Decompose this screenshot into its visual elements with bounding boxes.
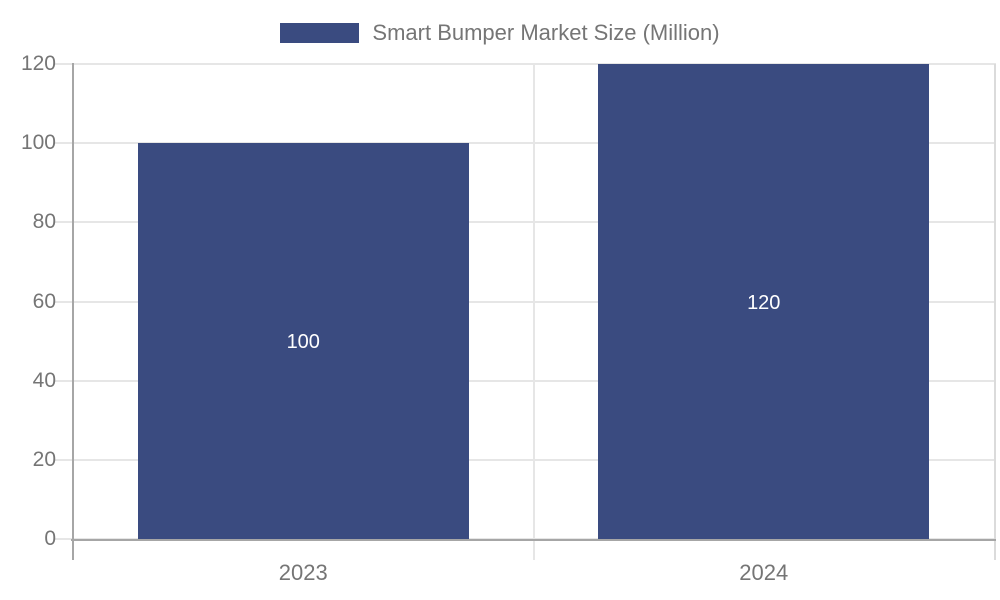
y-gridline bbox=[55, 63, 996, 65]
y-axis-tick-label: 120 bbox=[20, 52, 56, 75]
legend-swatch bbox=[280, 23, 360, 43]
x-axis-line bbox=[71, 539, 996, 541]
y-axis-tick-label: 40 bbox=[32, 368, 56, 392]
legend-label: Smart Bumper Market Size (Million) bbox=[372, 20, 720, 45]
x-axis-category-label: 2023 bbox=[278, 560, 328, 585]
y-axis-tick-label: 0 bbox=[44, 527, 56, 550]
y-axis-tick-label: 20 bbox=[32, 447, 56, 471]
y-gridline bbox=[55, 379, 996, 382]
x-axis-category-label: 2024 bbox=[739, 560, 789, 585]
bar-2024 bbox=[598, 64, 930, 539]
category-boundary-gridline bbox=[532, 64, 535, 560]
y-axis-tick-label: 60 bbox=[32, 289, 56, 313]
y-gridline bbox=[55, 458, 996, 461]
bar-value-label: 120 bbox=[747, 291, 781, 314]
y-gridline bbox=[55, 221, 996, 224]
bar-2023 bbox=[137, 143, 469, 539]
y-gridline bbox=[55, 300, 996, 303]
plot-right-border bbox=[994, 64, 996, 560]
y-axis-line bbox=[72, 63, 74, 560]
bar-value-label: 100 bbox=[286, 331, 320, 354]
chart-legend: Smart Bumper Market Size (Million) bbox=[0, 16, 1000, 50]
y-axis-tick-label: 80 bbox=[32, 210, 56, 234]
y-gridline bbox=[55, 142, 996, 145]
y-axis-tick-label: 100 bbox=[20, 131, 56, 155]
